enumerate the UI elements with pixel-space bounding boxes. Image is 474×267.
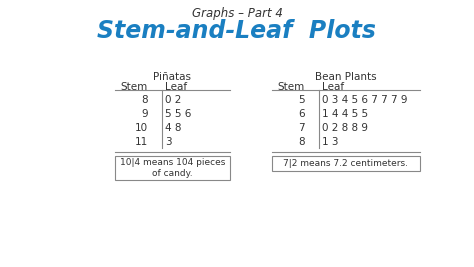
- Text: Graphs – Part 4: Graphs – Part 4: [191, 7, 283, 20]
- Text: 7|2 means 7.2 centimeters.: 7|2 means 7.2 centimeters.: [283, 159, 409, 168]
- Text: 10|4 means 104 pieces
of candy.: 10|4 means 104 pieces of candy.: [120, 158, 225, 178]
- Text: Leaf: Leaf: [322, 82, 344, 92]
- Text: Stem-and-Leaf  Plots: Stem-and-Leaf Plots: [98, 19, 376, 43]
- FancyBboxPatch shape: [115, 156, 230, 180]
- Text: 1 4 4 5 5: 1 4 4 5 5: [322, 109, 368, 119]
- Text: 8: 8: [141, 95, 148, 105]
- Text: 0 2: 0 2: [165, 95, 182, 105]
- Text: 5: 5: [298, 95, 305, 105]
- Text: 6: 6: [298, 109, 305, 119]
- Text: Piñatas: Piñatas: [154, 72, 191, 82]
- Text: Stem: Stem: [278, 82, 305, 92]
- Text: 0 2 8 8 9: 0 2 8 8 9: [322, 123, 368, 133]
- Text: Bean Plants: Bean Plants: [315, 72, 377, 82]
- Text: 3: 3: [165, 137, 172, 147]
- Text: 8: 8: [298, 137, 305, 147]
- Text: 9: 9: [141, 109, 148, 119]
- Text: Leaf: Leaf: [165, 82, 187, 92]
- Text: 1 3: 1 3: [322, 137, 338, 147]
- Text: 7: 7: [298, 123, 305, 133]
- Text: 10: 10: [135, 123, 148, 133]
- Text: 5 5 6: 5 5 6: [165, 109, 191, 119]
- Text: 11: 11: [135, 137, 148, 147]
- FancyBboxPatch shape: [272, 156, 420, 171]
- Text: Stem: Stem: [121, 82, 148, 92]
- Text: 4 8: 4 8: [165, 123, 182, 133]
- Text: 0 3 4 5 6 7 7 7 9: 0 3 4 5 6 7 7 7 9: [322, 95, 408, 105]
